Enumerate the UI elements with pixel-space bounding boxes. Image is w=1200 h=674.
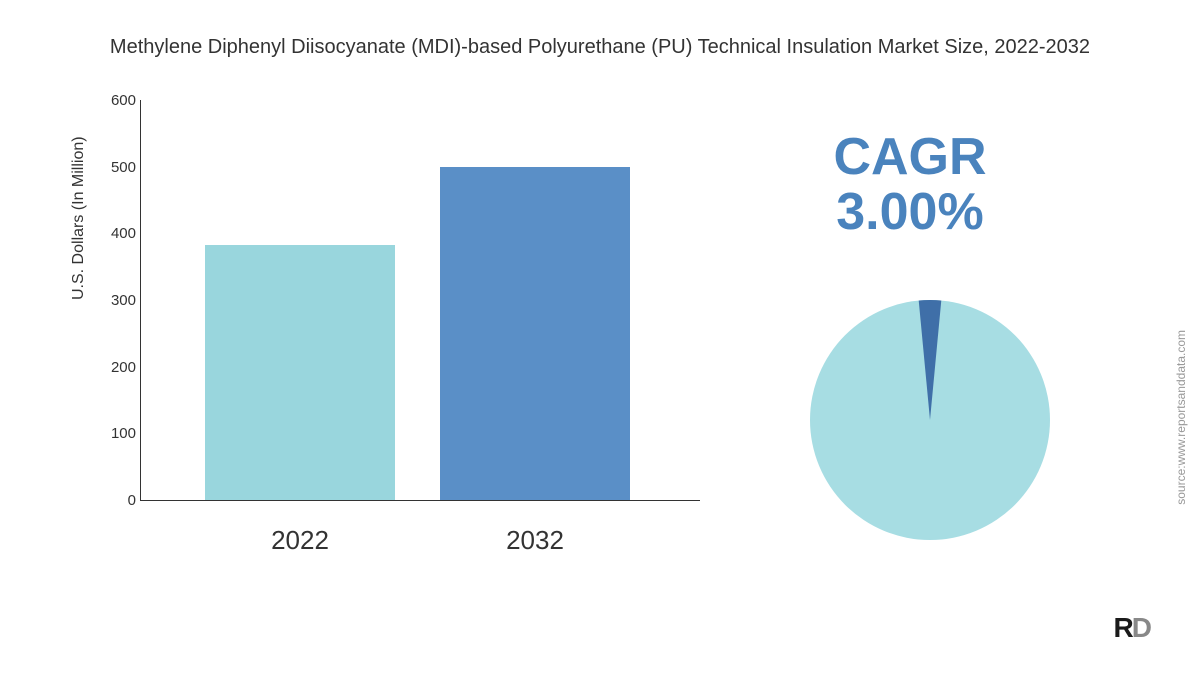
x-axis-line <box>140 500 700 501</box>
y-axis-label: U.S. Dollars (In Million) <box>70 136 88 300</box>
cagr-value: 3.00% <box>760 185 1060 240</box>
cagr-block: CAGR 3.00% <box>760 130 1060 239</box>
x-label-2022: 2022 <box>205 525 395 556</box>
y-axis-line <box>140 100 141 500</box>
bar-2022 <box>205 245 395 500</box>
bar-2032 <box>440 167 630 500</box>
y-tick-2: 200 <box>100 359 136 376</box>
logo-d: D <box>1132 612 1150 643</box>
y-tick-5: 500 <box>100 159 136 176</box>
y-tick-1: 100 <box>100 425 136 442</box>
pie-chart <box>810 300 1050 540</box>
logo-r: R <box>1114 612 1132 643</box>
cagr-label: CAGR <box>760 130 1060 185</box>
x-label-2032: 2032 <box>440 525 630 556</box>
chart-title: Methylene Diphenyl Diisocyanate (MDI)-ba… <box>0 36 1200 59</box>
y-tick-0: 0 <box>100 492 136 509</box>
logo: RD <box>1114 612 1150 644</box>
y-tick-4: 400 <box>100 225 136 242</box>
y-tick-3: 300 <box>100 292 136 309</box>
source-text: source:www.reportsanddata.com <box>1174 330 1188 505</box>
y-tick-6: 600 <box>100 92 136 109</box>
